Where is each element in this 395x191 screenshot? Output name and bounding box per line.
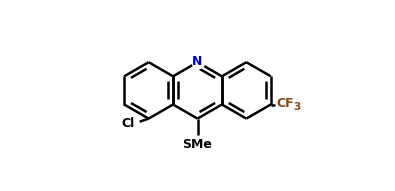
- Text: SMe: SMe: [182, 138, 213, 151]
- Text: Cl: Cl: [122, 117, 135, 130]
- Text: 3: 3: [293, 102, 300, 112]
- Text: CF: CF: [276, 97, 294, 110]
- Text: N: N: [192, 55, 203, 68]
